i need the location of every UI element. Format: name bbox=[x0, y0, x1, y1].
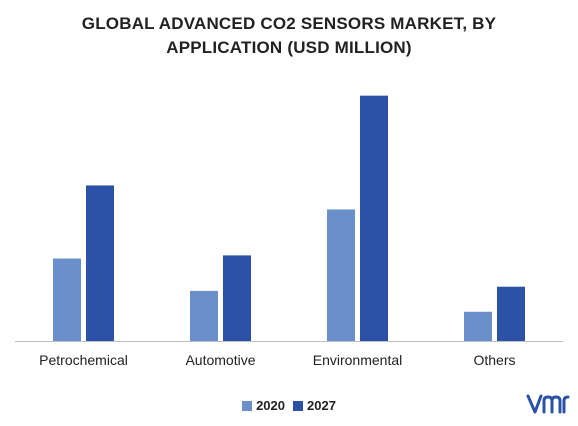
x-tick-label-automotive: Automotive bbox=[185, 352, 255, 368]
bar-automotive-2027 bbox=[223, 255, 251, 341]
bar-automotive-2020 bbox=[190, 290, 218, 341]
x-tick-label-petrochemical: Petrochemical bbox=[39, 352, 128, 368]
bar-others-2020 bbox=[464, 311, 492, 341]
x-tick-label-others: Others bbox=[473, 352, 515, 368]
legend: 2020 2027 bbox=[0, 398, 578, 413]
x-tick-label-environmental: Environmental bbox=[313, 352, 403, 368]
chart-title: GLOBAL ADVANCED CO2 SENSORS MARKET, BY A… bbox=[0, 12, 578, 60]
legend-label-2027: 2027 bbox=[307, 398, 336, 413]
legend-swatch-2020 bbox=[242, 400, 253, 411]
bar-petrochemical-2020 bbox=[53, 258, 81, 341]
bar-petrochemical-2027 bbox=[86, 185, 114, 341]
legend-item-2020: 2020 bbox=[242, 398, 285, 413]
legend-item-2027: 2027 bbox=[293, 398, 336, 413]
chart-title-line-1: GLOBAL ADVANCED CO2 SENSORS MARKET, BY bbox=[81, 14, 497, 33]
vmr-logo-icon bbox=[526, 394, 570, 414]
legend-label-2020: 2020 bbox=[256, 398, 285, 413]
bar-environmental-2027 bbox=[360, 95, 388, 341]
bar-others-2027 bbox=[497, 286, 525, 341]
bar-environmental-2020 bbox=[327, 209, 355, 341]
legend-swatch-2027 bbox=[293, 400, 303, 411]
chart-title-line-2: APPLICATION (USD MILLION) bbox=[166, 38, 412, 57]
